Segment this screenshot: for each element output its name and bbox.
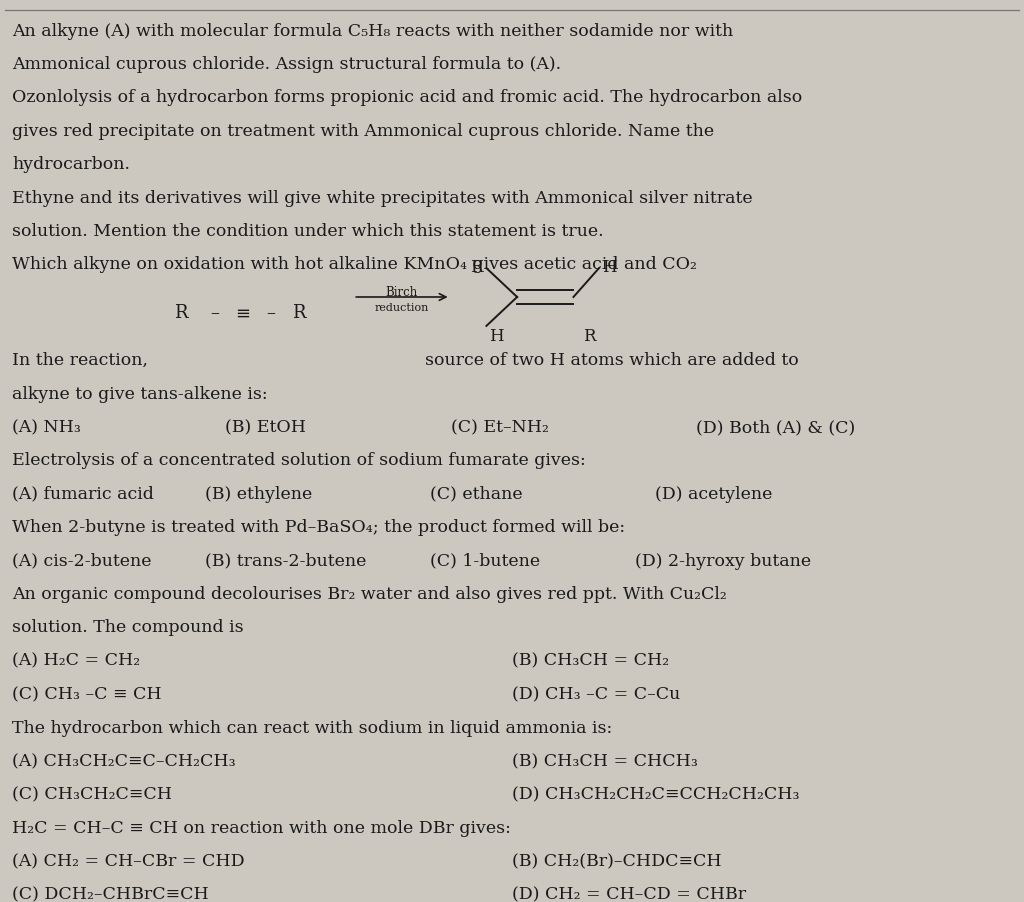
Text: (D) CH₃ –C = C–Cu: (D) CH₃ –C = C–Cu (512, 686, 680, 703)
Text: Ammonical cuprous chloride. Assign structural formula to (A).: Ammonical cuprous chloride. Assign struc… (12, 56, 561, 73)
Text: (A) cis-2-butene: (A) cis-2-butene (12, 552, 152, 569)
Text: H₂C = CH–C ≡ CH on reaction with one mole DBr gives:: H₂C = CH–C ≡ CH on reaction with one mol… (12, 819, 511, 836)
Text: (C) DCH₂–CHBrC≡CH: (C) DCH₂–CHBrC≡CH (12, 886, 209, 902)
Text: Which alkyne on oxidation with hot alkaline KMnO₄ gives acetic acid and CO₂: Which alkyne on oxidation with hot alkal… (12, 256, 697, 273)
Text: (B) CH₂(Br)–CHDC≡CH: (B) CH₂(Br)–CHDC≡CH (512, 852, 722, 870)
Text: source of two H atoms which are added to: source of two H atoms which are added to (425, 352, 799, 369)
Text: Ozonlolysis of a hydrocarbon forms propionic acid and fromic acid. The hydrocarb: Ozonlolysis of a hydrocarbon forms propi… (12, 89, 803, 106)
Text: When 2-butyne is treated with Pd–BaSO₄; the product formed will be:: When 2-butyne is treated with Pd–BaSO₄; … (12, 519, 626, 536)
Text: (B) EtOH: (B) EtOH (225, 419, 306, 436)
Text: R: R (470, 259, 482, 276)
Text: –: – (266, 304, 275, 322)
Text: Birch: Birch (386, 286, 418, 299)
Text: (C) ethane: (C) ethane (430, 485, 522, 502)
Text: H: H (489, 327, 504, 345)
Text: –: – (210, 304, 219, 322)
Text: (A) CH₂ = CH–CBr = CHD: (A) CH₂ = CH–CBr = CHD (12, 852, 245, 870)
Text: (B) ethylene: (B) ethylene (205, 485, 312, 502)
Text: In the reaction,: In the reaction, (12, 352, 148, 369)
Text: (B) CH₃CH = CH₂: (B) CH₃CH = CH₂ (512, 652, 669, 669)
Text: (B) trans-2-butene: (B) trans-2-butene (205, 552, 367, 569)
Text: An organic compound decolourises Br₂ water and also gives red ppt. With Cu₂Cl₂: An organic compound decolourises Br₂ wat… (12, 585, 727, 603)
Text: solution. Mention the condition under which this statement is true.: solution. Mention the condition under wh… (12, 223, 604, 240)
Text: (A) CH₃CH₂C≡C–CH₂CH₃: (A) CH₃CH₂C≡C–CH₂CH₃ (12, 752, 236, 769)
Text: gives red precipitate on treatment with Ammonical cuprous chloride. Name the: gives red precipitate on treatment with … (12, 123, 715, 140)
Text: (D) CH₃CH₂CH₂C≡CCH₂CH₂CH₃: (D) CH₃CH₂CH₂C≡CCH₂CH₂CH₃ (512, 786, 800, 803)
Text: (A) H₂C = CH₂: (A) H₂C = CH₂ (12, 652, 140, 669)
Text: H: H (602, 259, 616, 276)
Text: (C) CH₃ –C ≡ CH: (C) CH₃ –C ≡ CH (12, 686, 162, 703)
Text: (D) 2-hyroxy butane: (D) 2-hyroxy butane (635, 552, 811, 569)
Text: An alkyne (A) with molecular formula C₅H₈ reacts with neither sodamide nor with: An alkyne (A) with molecular formula C₅H… (12, 23, 733, 40)
Text: R: R (583, 327, 595, 345)
Text: hydrocarbon.: hydrocarbon. (12, 156, 130, 173)
Text: (B) CH₃CH = CHCH₃: (B) CH₃CH = CHCH₃ (512, 752, 698, 769)
Text: (A) NH₃: (A) NH₃ (12, 419, 81, 436)
Text: Electrolysis of a concentrated solution of sodium fumarate gives:: Electrolysis of a concentrated solution … (12, 452, 586, 469)
Text: (A) fumaric acid: (A) fumaric acid (12, 485, 155, 502)
Text: (C) 1-butene: (C) 1-butene (430, 552, 541, 569)
Text: reduction: reduction (375, 302, 429, 312)
Text: The hydrocarbon which can react with sodium in liquid ammonia is:: The hydrocarbon which can react with sod… (12, 719, 612, 736)
Text: R: R (174, 304, 187, 322)
Text: solution. The compound is: solution. The compound is (12, 619, 244, 636)
Text: (C) CH₃CH₂C≡CH: (C) CH₃CH₂C≡CH (12, 786, 172, 803)
Text: Ethyne and its derivatives will give white precipitates with Ammonical silver ni: Ethyne and its derivatives will give whi… (12, 189, 753, 207)
Text: alkyne to give tans-alkene is:: alkyne to give tans-alkene is: (12, 385, 268, 402)
Text: ≡: ≡ (236, 304, 251, 322)
Text: R: R (292, 304, 305, 322)
Text: (D) CH₂ = CH–CD = CHBr: (D) CH₂ = CH–CD = CHBr (512, 886, 746, 902)
Text: (C) Et–NH₂: (C) Et–NH₂ (451, 419, 549, 436)
Text: (D) Both (A) & (C): (D) Both (A) & (C) (696, 419, 856, 436)
Text: (D) acetylene: (D) acetylene (655, 485, 773, 502)
